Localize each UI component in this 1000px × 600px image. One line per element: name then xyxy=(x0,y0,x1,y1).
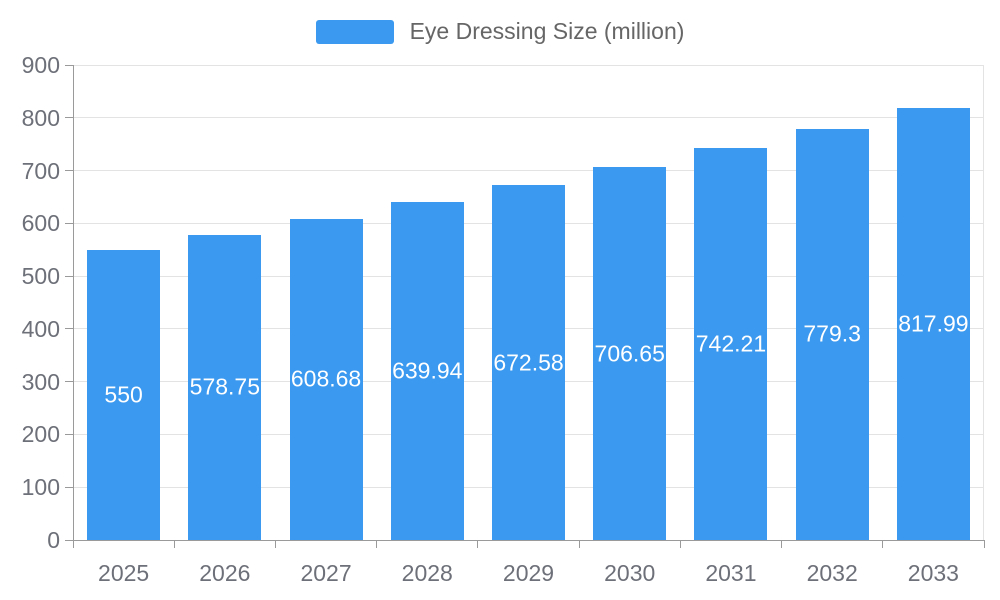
plot-right-border xyxy=(983,65,984,540)
y-axis-tick-label: 0 xyxy=(47,527,60,553)
gridline xyxy=(73,64,984,66)
x-axis-tick-label: 2026 xyxy=(199,560,251,586)
x-axis-tick-label: 2029 xyxy=(502,560,555,586)
gridline xyxy=(73,117,984,119)
y-axis-tick xyxy=(65,222,73,224)
x-axis-line xyxy=(65,540,984,541)
x-axis-tick xyxy=(72,540,74,548)
y-axis-tick xyxy=(65,328,73,330)
y-axis-tick-label: 800 xyxy=(21,104,60,131)
y-axis-tick-label: 300 xyxy=(21,368,60,395)
y-axis-tick xyxy=(65,117,73,119)
y-axis-tick-label: 600 xyxy=(21,210,60,237)
x-axis-tick xyxy=(679,540,681,548)
y-axis-tick-label: 700 xyxy=(21,157,60,184)
bar-value-label: 742.21 xyxy=(695,330,767,357)
y-axis-tick-label: 200 xyxy=(21,421,60,448)
bar[interactable] xyxy=(593,167,667,540)
bar[interactable] xyxy=(390,202,464,540)
y-axis-tick-label: 100 xyxy=(21,474,60,501)
y-axis-tick-label: 500 xyxy=(21,263,60,290)
x-axis-tick xyxy=(578,540,580,548)
x-axis-tick xyxy=(477,540,479,548)
bar[interactable] xyxy=(795,128,869,540)
bar[interactable] xyxy=(896,108,970,540)
bar-value-label: 779.3 xyxy=(803,320,861,347)
y-axis-tick xyxy=(65,64,73,66)
bar-value-label: 639.94 xyxy=(392,357,463,384)
x-axis-tick xyxy=(376,540,378,548)
x-axis-tick xyxy=(781,540,783,548)
x-axis-tick xyxy=(882,540,884,548)
y-axis-tick xyxy=(65,381,73,383)
bar-value-label: 706.65 xyxy=(594,340,665,367)
plot-area: 550 578.75 608.68 639.94 672.58 706.65 742.21 7… xyxy=(65,64,985,548)
y-axis-tick xyxy=(65,486,73,488)
x-axis-tick-label: 2025 xyxy=(98,560,150,586)
bar[interactable] xyxy=(492,185,565,540)
x-axis-tick-label: 2031 xyxy=(705,560,757,586)
bar-value-label: 672.58 xyxy=(493,349,564,375)
y-axis-tick-label: 900 xyxy=(21,52,60,78)
bar[interactable] xyxy=(289,218,363,540)
x-axis-tick-label: 2030 xyxy=(604,560,656,586)
bar[interactable] xyxy=(694,148,768,540)
legend-swatch-icon xyxy=(315,19,394,44)
y-axis-line xyxy=(73,65,74,548)
y-axis-tick xyxy=(65,170,73,172)
y-axis-tick-label: 400 xyxy=(21,315,60,342)
bar[interactable] xyxy=(87,249,161,540)
x-axis-tick xyxy=(274,540,276,548)
x-axis-tick xyxy=(173,540,175,548)
y-axis-tick xyxy=(65,433,73,435)
x-axis-tick-label: 2027 xyxy=(300,560,352,586)
x-axis-tick xyxy=(983,540,985,548)
legend-label: Eye Dressing Size (million) xyxy=(409,18,685,44)
x-axis-tick-label: 2033 xyxy=(907,560,959,586)
bar-value-label: 608.68 xyxy=(290,365,362,392)
x-axis-tick-label: 2032 xyxy=(806,560,858,586)
gridline xyxy=(73,170,984,172)
bar[interactable] xyxy=(188,234,262,540)
bar-value-label: 550 xyxy=(104,381,143,408)
legend-item[interactable]: Eye Dressing Size (million) xyxy=(0,18,1000,45)
y-axis-tick xyxy=(65,539,73,541)
x-axis-tick-label: 2028 xyxy=(401,560,453,586)
y-axis-tick xyxy=(65,275,73,277)
bar-value-label: 817.99 xyxy=(898,310,969,337)
bar-value-label: 578.75 xyxy=(189,373,261,400)
